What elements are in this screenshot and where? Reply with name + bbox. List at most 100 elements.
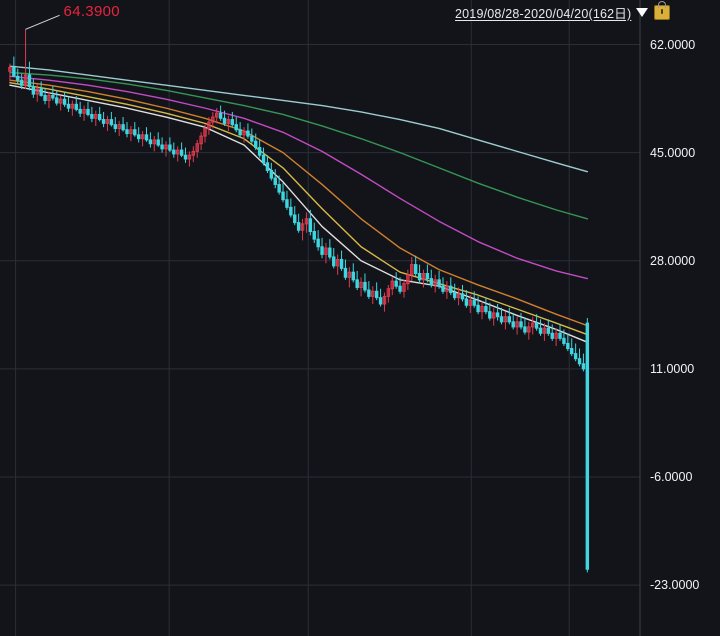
candle <box>183 147 188 163</box>
candle <box>62 91 67 107</box>
candle <box>250 128 254 144</box>
candle <box>546 319 551 336</box>
candle <box>324 242 328 264</box>
candle <box>211 111 215 129</box>
candle <box>554 328 558 346</box>
candle <box>31 78 36 98</box>
price-axis-tick: 45.0000 <box>650 145 696 160</box>
candle <box>285 190 289 210</box>
candle <box>222 110 227 126</box>
candle <box>570 338 574 357</box>
candle <box>265 155 270 173</box>
candle <box>499 307 504 325</box>
candle <box>421 269 426 288</box>
candle <box>78 101 82 118</box>
date-range-label[interactable]: 2019/08/28-2020/04/20(162日) <box>455 6 632 21</box>
candle <box>136 127 141 143</box>
candle <box>402 279 406 298</box>
date-range-selector[interactable]: 2019/08/28-2020/04/20(162日) <box>455 0 671 21</box>
candle <box>66 96 71 112</box>
candle <box>507 307 512 325</box>
candle <box>234 117 238 133</box>
candle <box>367 281 371 299</box>
candle <box>269 162 274 181</box>
candle <box>534 314 539 331</box>
candle <box>113 117 117 133</box>
lock-icon[interactable] <box>654 0 671 20</box>
candle <box>538 319 543 336</box>
candle <box>191 146 196 163</box>
candle <box>460 284 465 302</box>
annotation-layer <box>25 14 60 30</box>
candle <box>577 348 582 367</box>
candle <box>246 123 250 139</box>
candle <box>261 147 266 166</box>
candle <box>503 311 508 330</box>
candle <box>257 139 262 158</box>
candle <box>293 206 297 226</box>
candle <box>281 183 285 203</box>
candle <box>312 222 316 243</box>
candle <box>581 353 586 372</box>
candle <box>289 198 293 218</box>
candle <box>550 324 554 341</box>
candle <box>343 259 348 280</box>
candle <box>58 95 63 111</box>
candle <box>573 343 578 362</box>
candle <box>148 132 153 148</box>
candle <box>55 90 59 106</box>
chevron-down-icon[interactable] <box>636 7 649 17</box>
price-axis-tick: 11.0000 <box>650 361 695 376</box>
candle <box>300 218 305 241</box>
candle <box>406 269 410 291</box>
candle-layer <box>8 29 590 573</box>
candle <box>207 117 211 135</box>
candle <box>175 146 180 162</box>
candle <box>23 29 28 90</box>
candle <box>304 212 309 233</box>
candle <box>468 295 473 313</box>
candle <box>82 105 86 121</box>
candle <box>19 73 24 90</box>
candle <box>101 111 106 128</box>
candle <box>398 277 402 294</box>
ma-layer <box>9 65 589 343</box>
candle <box>195 139 199 158</box>
candle <box>449 277 453 296</box>
candle <box>359 277 363 297</box>
candle <box>187 151 192 167</box>
candle <box>35 83 39 102</box>
candle <box>164 141 168 157</box>
candle <box>441 277 445 294</box>
candle <box>226 115 231 132</box>
candle <box>39 81 43 97</box>
candle <box>94 110 98 126</box>
candle <box>355 270 359 291</box>
candle <box>413 255 418 277</box>
candle <box>515 316 519 335</box>
candle <box>43 88 47 105</box>
candle <box>386 284 391 303</box>
candle <box>542 323 547 341</box>
candle <box>160 137 164 153</box>
candle <box>125 122 129 138</box>
candle <box>417 264 422 284</box>
candle <box>566 333 570 352</box>
candle <box>172 142 176 158</box>
candle <box>347 267 352 288</box>
candle <box>488 302 492 321</box>
candle <box>156 132 160 147</box>
candle <box>456 287 461 306</box>
candle <box>425 264 430 283</box>
candle <box>495 304 500 321</box>
candle <box>585 318 590 573</box>
candle <box>203 124 207 143</box>
candle <box>254 133 258 151</box>
candle <box>199 132 203 151</box>
candle <box>531 316 535 335</box>
candle <box>464 290 469 308</box>
candle <box>523 318 527 335</box>
candle <box>328 239 332 260</box>
